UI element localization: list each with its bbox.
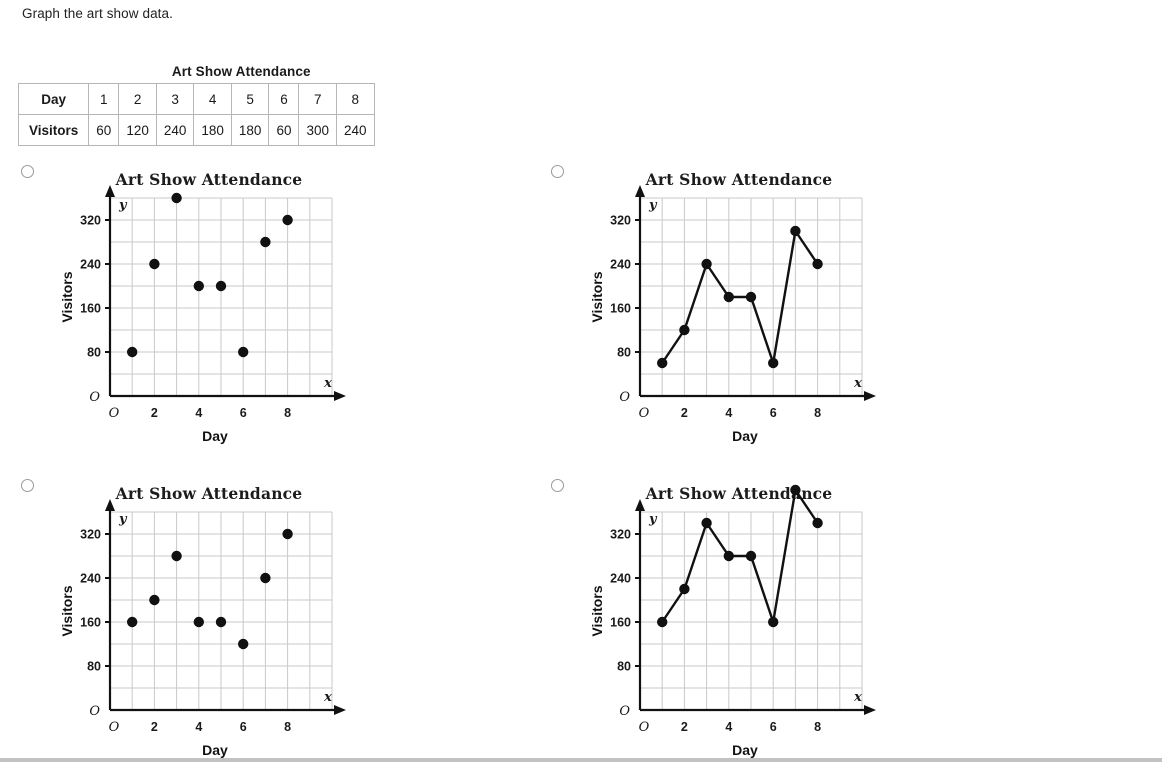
svg-text:x: x bbox=[853, 690, 862, 705]
table-row: Day 1 2 3 4 5 6 7 8 bbox=[17, 83, 375, 115]
svg-text:240: 240 bbox=[80, 572, 101, 586]
radio-option-d[interactable] bbox=[551, 479, 564, 492]
svg-text:2: 2 bbox=[681, 720, 688, 734]
svg-text:y: y bbox=[648, 512, 658, 527]
radio-option-b[interactable] bbox=[551, 165, 564, 178]
svg-text:Day: Day bbox=[732, 742, 758, 758]
art-show-data-table: Day 1 2 3 4 5 6 7 8 Visitors 60 120 240 … bbox=[17, 83, 375, 146]
svg-text:160: 160 bbox=[80, 302, 101, 316]
svg-text:160: 160 bbox=[610, 302, 631, 316]
day-cell: 3 bbox=[155, 83, 195, 115]
svg-text:x: x bbox=[323, 376, 332, 391]
svg-text:80: 80 bbox=[87, 346, 101, 360]
svg-text:320: 320 bbox=[610, 214, 631, 228]
svg-text:2: 2 bbox=[151, 720, 158, 734]
day-cell: 5 bbox=[230, 83, 270, 115]
svg-text:4: 4 bbox=[725, 406, 732, 420]
svg-text:O: O bbox=[89, 704, 100, 719]
day-cell: 4 bbox=[193, 83, 232, 115]
visitors-cell: 60 bbox=[88, 114, 120, 146]
day-cell: 7 bbox=[298, 83, 337, 115]
svg-text:y: y bbox=[118, 198, 128, 213]
day-cell: 1 bbox=[88, 83, 120, 115]
visitors-cell: 300 bbox=[298, 114, 337, 146]
chart-title: Art Show Attendance bbox=[645, 170, 833, 189]
visitors-cell: 240 bbox=[336, 114, 375, 146]
svg-text:80: 80 bbox=[87, 660, 101, 674]
svg-text:240: 240 bbox=[610, 258, 631, 272]
day-cell: 8 bbox=[336, 83, 375, 115]
svg-text:O: O bbox=[109, 406, 120, 421]
svg-text:Day: Day bbox=[202, 742, 228, 758]
svg-text:Day: Day bbox=[732, 428, 758, 444]
svg-text:8: 8 bbox=[814, 720, 821, 734]
question-prompt: Graph the art show data. bbox=[22, 6, 173, 21]
svg-text:160: 160 bbox=[80, 616, 101, 630]
visitors-cell: 180 bbox=[230, 114, 270, 146]
svg-text:O: O bbox=[639, 406, 650, 421]
table-row: Visitors 60 120 240 180 180 60 300 240 bbox=[17, 114, 375, 146]
svg-text:8: 8 bbox=[284, 720, 291, 734]
svg-text:2: 2 bbox=[681, 406, 688, 420]
svg-text:Visitors: Visitors bbox=[589, 271, 605, 322]
svg-text:320: 320 bbox=[80, 214, 101, 228]
svg-text:O: O bbox=[619, 390, 630, 405]
svg-text:4: 4 bbox=[195, 720, 202, 734]
svg-text:Visitors: Visitors bbox=[59, 271, 75, 322]
row-header-day: Day bbox=[17, 83, 90, 115]
svg-text:2: 2 bbox=[151, 406, 158, 420]
svg-text:O: O bbox=[639, 720, 650, 735]
svg-text:6: 6 bbox=[240, 720, 247, 734]
svg-text:320: 320 bbox=[610, 528, 631, 542]
svg-text:y: y bbox=[118, 512, 128, 527]
svg-text:x: x bbox=[853, 376, 862, 391]
visitors-cell: 180 bbox=[193, 114, 232, 146]
svg-text:O: O bbox=[89, 390, 100, 405]
svg-text:Visitors: Visitors bbox=[589, 585, 605, 636]
chart-title: Art Show Attendance bbox=[645, 484, 833, 503]
visitors-cell: 60 bbox=[268, 114, 300, 146]
svg-text:320: 320 bbox=[80, 528, 101, 542]
page-bottom-rule bbox=[0, 758, 1162, 762]
table-title: Art Show Attendance bbox=[171, 64, 311, 79]
visitors-cell: 120 bbox=[118, 114, 157, 146]
svg-text:8: 8 bbox=[284, 406, 291, 420]
visitors-cell: 240 bbox=[155, 114, 195, 146]
radio-option-c[interactable] bbox=[21, 479, 34, 492]
svg-text:O: O bbox=[619, 704, 630, 719]
svg-text:O: O bbox=[109, 720, 120, 735]
day-cell: 6 bbox=[268, 83, 300, 115]
svg-text:x: x bbox=[323, 690, 332, 705]
svg-text:80: 80 bbox=[617, 346, 631, 360]
day-cell: 2 bbox=[118, 83, 157, 115]
svg-text:4: 4 bbox=[195, 406, 202, 420]
row-header-visitors: Visitors bbox=[17, 114, 90, 146]
svg-text:4: 4 bbox=[725, 720, 732, 734]
radio-option-a[interactable] bbox=[21, 165, 34, 178]
art-show-data-table-block: Art Show Attendance Day 1 2 3 4 5 6 7 8 … bbox=[17, 64, 375, 146]
svg-text:6: 6 bbox=[770, 406, 777, 420]
chart-title: Art Show Attendance bbox=[115, 484, 303, 503]
svg-text:6: 6 bbox=[240, 406, 247, 420]
svg-text:160: 160 bbox=[610, 616, 631, 630]
svg-text:Visitors: Visitors bbox=[59, 585, 75, 636]
svg-text:6: 6 bbox=[770, 720, 777, 734]
svg-text:Day: Day bbox=[202, 428, 228, 444]
chart-title: Art Show Attendance bbox=[115, 170, 303, 189]
svg-text:y: y bbox=[648, 198, 658, 213]
svg-text:8: 8 bbox=[814, 406, 821, 420]
svg-text:80: 80 bbox=[617, 660, 631, 674]
svg-text:240: 240 bbox=[80, 258, 101, 272]
svg-text:240: 240 bbox=[610, 572, 631, 586]
